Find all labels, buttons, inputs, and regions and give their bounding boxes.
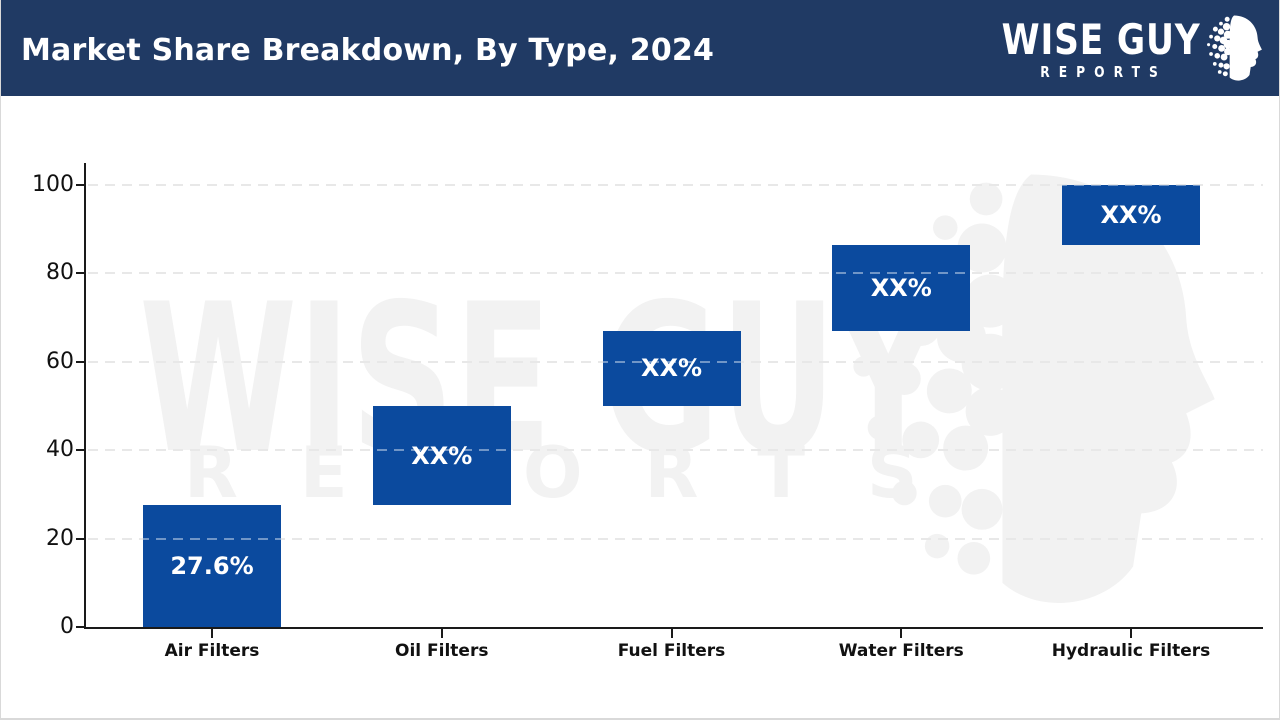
gridline-overlay [88, 360, 1263, 363]
bar-water-filters: XX% [832, 244, 971, 331]
x-category-label: Air Filters [164, 641, 260, 661]
bar-fuel-filters: XX% [602, 330, 741, 406]
x-tick-mark [211, 629, 213, 638]
y-tick-label: 100 [32, 172, 74, 197]
bar-value-label: XX% [870, 273, 932, 302]
y-tick-label: 20 [46, 525, 74, 551]
y-tick-mark [76, 626, 85, 628]
brand-logo-line2: REPORTS [1040, 62, 1168, 81]
gridline [88, 272, 1263, 275]
gridline [88, 449, 1263, 452]
y-tick-mark [76, 537, 85, 540]
brand-logo-line1: WISE GUY [1002, 14, 1201, 64]
header-bar: Market Share Breakdown, By Type, 2024 WI… [1, 0, 1279, 96]
brand-logo: WISE GUY REPORTS [958, 6, 1265, 92]
watermark-text: WISE GUY [139, 261, 941, 499]
x-category-label: Water Filters [838, 641, 964, 661]
y-tick-label: 80 [46, 260, 74, 286]
bar-value-label: XX% [1100, 200, 1162, 229]
y-tick-mark [76, 360, 85, 363]
bar-hydraulic-filters: XX% [1062, 185, 1200, 245]
bar-value-label: XX% [640, 354, 703, 383]
x-category-label: Fuel Filters [617, 641, 726, 661]
wiseguy-face-icon [1207, 15, 1262, 81]
gridline-overlay [88, 184, 1263, 186]
bar-air-filters: 27.6% [143, 505, 281, 627]
x-category-label: Hydraulic Filters [1051, 641, 1211, 661]
x-tick-mark [900, 629, 903, 638]
y-tick-label: 60 [46, 348, 74, 374]
y-axis-line [84, 163, 86, 629]
y-tick-mark [76, 272, 85, 275]
x-axis-line [84, 627, 1263, 629]
gridline [88, 537, 1263, 540]
brand-logo-text: WISE GUY REPORTS [1002, 14, 1201, 81]
x-tick-mark [440, 629, 443, 638]
y-tick-label: 0 [60, 614, 74, 639]
y-tick-mark [76, 184, 85, 186]
x-tick-mark [670, 629, 673, 638]
page-title: Market Share Breakdown, By Type, 2024 [21, 33, 715, 68]
bar-value-label: 27.6% [170, 551, 254, 580]
wiseguy-face-watermark-icon [853, 174, 1215, 603]
gridline [88, 184, 1263, 186]
bar-value-label: XX% [411, 441, 473, 470]
y-tick-mark [76, 449, 85, 452]
bar-oil-filters: XX% [372, 406, 511, 505]
x-tick-mark [1130, 629, 1132, 638]
gridline-overlay [88, 449, 1263, 452]
x-category-label: Oil Filters [395, 641, 489, 661]
gridline-overlay [88, 537, 1263, 540]
y-tick-label: 40 [46, 437, 74, 463]
gridline-overlay [88, 272, 1263, 275]
